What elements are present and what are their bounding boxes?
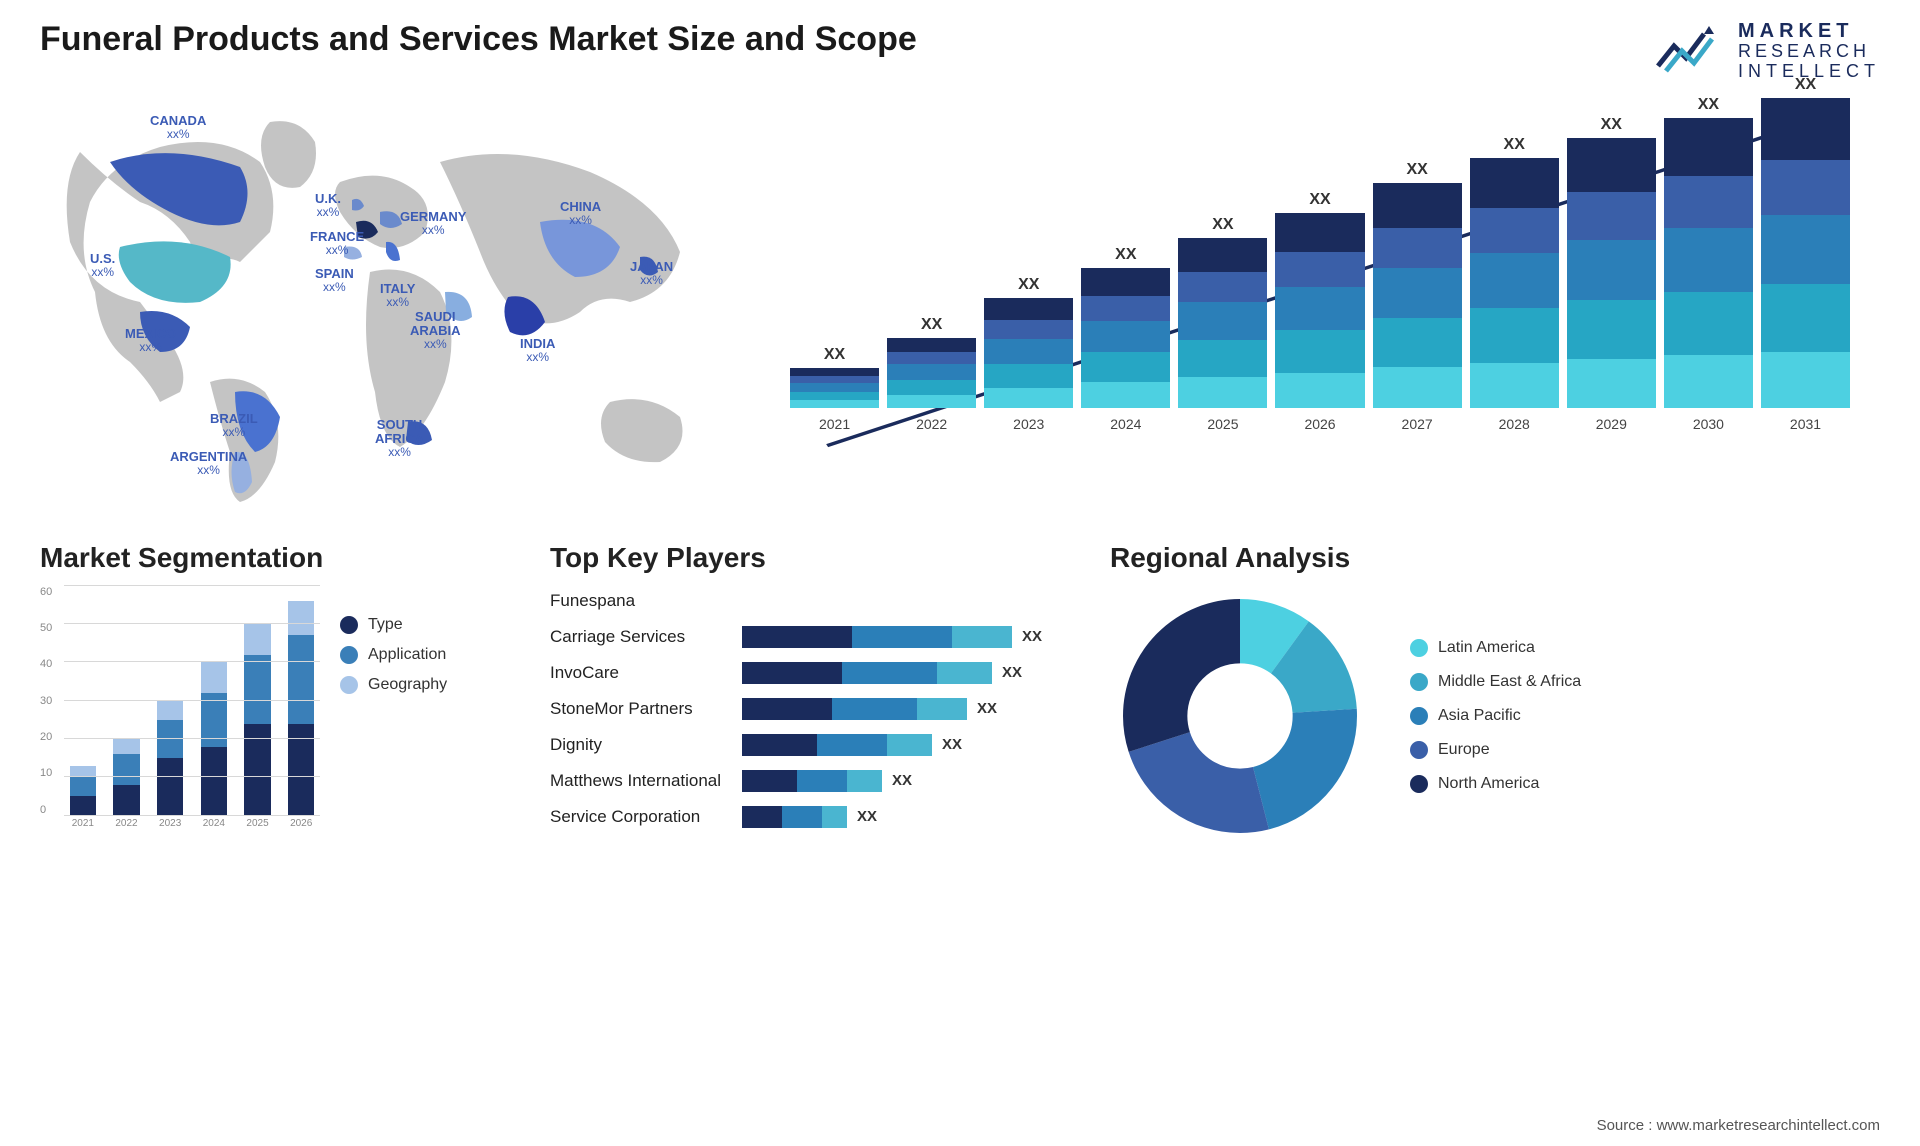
player-row: Carriage ServicesXX: [550, 622, 1070, 652]
growth-bar: XX 2029: [1567, 116, 1656, 432]
x-axis-label: 2028: [1499, 416, 1530, 432]
regional-title: Regional Analysis: [1110, 542, 1880, 574]
bar-value-label: XX: [1601, 116, 1622, 134]
legend-item: North America: [1410, 775, 1581, 793]
player-row: DignityXX: [550, 730, 1070, 760]
header: Funeral Products and Services Market Siz…: [40, 20, 1880, 82]
segmentation-title: Market Segmentation: [40, 542, 510, 574]
bar-value-label: XX: [1698, 96, 1719, 114]
legend-item: Asia Pacific: [1410, 707, 1581, 725]
map-label: ITALYxx%: [380, 282, 415, 309]
logo-line2: RESEARCH: [1738, 42, 1880, 62]
players-section: Top Key Players Funespana Carriage Servic…: [550, 542, 1070, 852]
seg-bar: [108, 739, 146, 816]
growth-bar: XX 2031: [1761, 76, 1850, 432]
bar-value-label: XX: [1309, 191, 1330, 209]
legend-item: Application: [340, 646, 447, 664]
growth-bar: XX 2022: [887, 316, 976, 432]
x-axis-label: 2027: [1402, 416, 1433, 432]
logo-line1: MARKET: [1738, 20, 1880, 42]
growth-bar: XX 2023: [984, 276, 1073, 432]
bar-value-label: XX: [1406, 161, 1427, 179]
x-axis-label: 2026: [1304, 416, 1335, 432]
players-title: Top Key Players: [550, 542, 1070, 574]
map-label: CANADAxx%: [150, 114, 206, 141]
bar-value-label: XX: [824, 346, 845, 364]
map-label: GERMANYxx%: [400, 210, 466, 237]
growth-bar: XX 2030: [1664, 96, 1753, 432]
legend-item: Geography: [340, 676, 447, 694]
growth-bar: XX 2024: [1081, 246, 1170, 432]
map-label: ARGENTINAxx%: [170, 450, 247, 477]
map-label: BRAZILxx%: [210, 412, 258, 439]
x-axis-label: 2022: [916, 416, 947, 432]
growth-bar: XX 2027: [1373, 161, 1462, 432]
x-axis-label: 2024: [1110, 416, 1141, 432]
x-axis-label: 2025: [1207, 416, 1238, 432]
legend-item: Middle East & Africa: [1410, 673, 1581, 691]
map-label: U.K.xx%: [315, 192, 341, 219]
segmentation-section: Market Segmentation 0102030405060 202120…: [40, 542, 510, 852]
map-label: FRANCExx%: [310, 230, 364, 257]
regional-section: Regional Analysis Latin America Middle Ea…: [1110, 542, 1880, 852]
growth-bar: XX 2026: [1275, 191, 1364, 432]
map-label: JAPANxx%: [630, 260, 673, 287]
x-axis-label: 2029: [1596, 416, 1627, 432]
map-label: U.S.xx%: [90, 252, 115, 279]
source-line: Source : www.marketresearchintellect.com: [1597, 1117, 1880, 1134]
growth-bar: XX 2025: [1178, 216, 1267, 432]
page-title: Funeral Products and Services Market Siz…: [40, 20, 917, 59]
x-axis-label: 2021: [819, 416, 850, 432]
x-axis-label: 2031: [1790, 416, 1821, 432]
map-label: SPAINxx%: [315, 267, 354, 294]
player-row: StoneMor PartnersXX: [550, 694, 1070, 724]
bar-value-label: XX: [1795, 76, 1816, 94]
map-label: MEXICOxx%: [125, 327, 176, 354]
seg-bar: [239, 624, 277, 816]
regional-legend: Latin America Middle East & Africa Asia Pa…: [1410, 639, 1581, 793]
bar-value-label: XX: [1018, 276, 1039, 294]
legend-item: Latin America: [1410, 639, 1581, 657]
player-row: Service CorporationXX: [550, 802, 1070, 832]
seg-bar: [151, 701, 189, 816]
map-label: INDIAxx%: [520, 337, 555, 364]
x-axis-label: 2023: [1013, 416, 1044, 432]
legend-item: Type: [340, 616, 447, 634]
logo-icon: [1656, 26, 1726, 76]
logo: MARKET RESEARCH INTELLECT: [1656, 20, 1880, 82]
map-label: SAUDIARABIAxx%: [410, 310, 461, 352]
growth-chart: XX 2021 XX 2022 XX 2023 XX 2024 XX 2025 XX 2026 XX 20…: [780, 92, 1880, 512]
player-row: Matthews InternationalXX: [550, 766, 1070, 796]
map-label: CHINAxx%: [560, 200, 601, 227]
growth-bar: XX 2021: [790, 346, 879, 432]
player-row: InvoCareXX: [550, 658, 1070, 688]
bar-value-label: XX: [921, 316, 942, 334]
segmentation-legend: Type Application Geography: [340, 586, 447, 836]
seg-bar: [282, 601, 320, 816]
bar-value-label: XX: [1504, 136, 1525, 154]
map-label: SOUTHAFRICAxx%: [375, 418, 424, 460]
world-map: CANADAxx% U.S.xx% MEXICOxx% BRAZILxx% ARGENT…: [40, 92, 740, 512]
seg-bar: [195, 662, 233, 815]
regional-donut: [1110, 586, 1370, 846]
x-axis-label: 2030: [1693, 416, 1724, 432]
legend-item: Europe: [1410, 741, 1581, 759]
bar-value-label: XX: [1212, 216, 1233, 234]
bar-value-label: XX: [1115, 246, 1136, 264]
growth-bar: XX 2028: [1470, 136, 1559, 432]
seg-bar: [64, 766, 102, 816]
player-row: Funespana: [550, 586, 1070, 616]
segmentation-chart: 0102030405060 202120222023202420252026: [40, 586, 320, 836]
players-list: Funespana Carriage ServicesXX InvoCareXX St…: [550, 586, 1070, 832]
